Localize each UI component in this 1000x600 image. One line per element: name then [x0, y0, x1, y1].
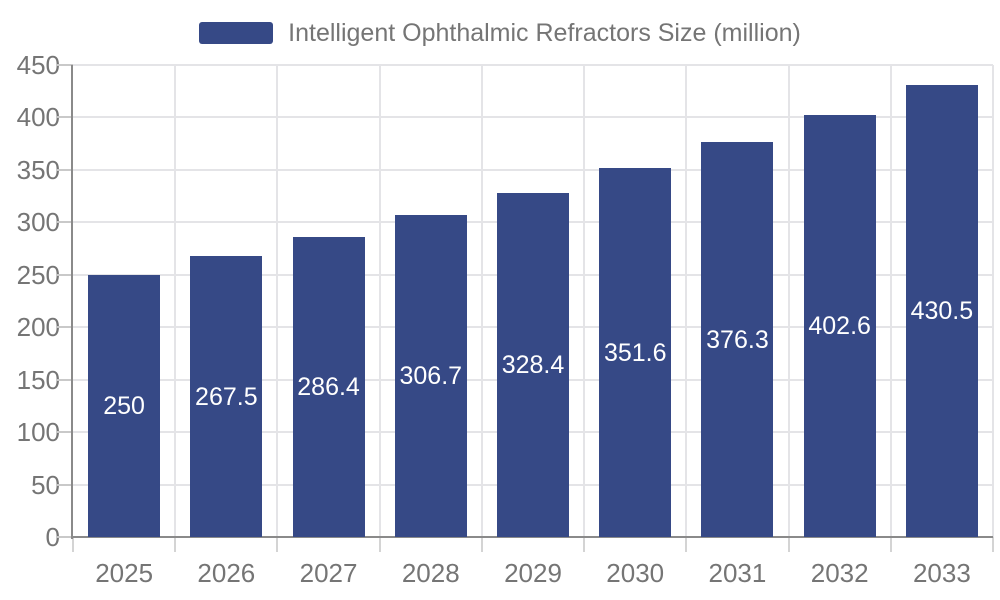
gridline-vertical — [685, 65, 688, 537]
x-axis-label: 2033 — [912, 558, 971, 588]
bar-2027[interactable] — [292, 236, 365, 537]
y-axis-tick — [57, 378, 73, 381]
bar-2030[interactable] — [599, 168, 672, 537]
gridline-vertical — [583, 65, 586, 537]
y-axis-label: 350 — [16, 154, 60, 185]
legend-swatch-icon — [199, 22, 274, 44]
gridline-vertical — [276, 65, 279, 537]
y-axis-label: 250 — [16, 259, 60, 290]
y-axis-tick — [57, 116, 73, 119]
x-axis-tick — [276, 537, 279, 552]
y-axis-tick — [57, 326, 73, 329]
bar-2033[interactable] — [905, 85, 978, 537]
gridline-vertical — [889, 65, 892, 537]
x-axis-tick — [378, 537, 381, 552]
y-axis-tick — [57, 221, 73, 224]
x-axis-label: 2031 — [708, 558, 767, 588]
gridline-vertical — [787, 65, 790, 537]
gridline-vertical — [480, 65, 483, 537]
y-axis-label: 100 — [16, 417, 60, 448]
y-axis-tick — [57, 483, 73, 486]
gridline-horizontal — [73, 116, 993, 119]
gridline-horizontal — [73, 168, 993, 171]
gridline-vertical — [378, 65, 381, 537]
x-axis-label: 2026 — [197, 558, 256, 588]
bar-2032[interactable] — [803, 114, 876, 537]
y-axis-tick — [57, 273, 73, 276]
y-axis-label: 450 — [16, 50, 60, 80]
gridline-vertical — [992, 65, 994, 537]
x-axis-label: 2028 — [401, 558, 460, 588]
y-axis-tick — [57, 431, 73, 434]
x-axis-tick — [889, 537, 892, 552]
bar-2025[interactable] — [88, 274, 161, 537]
y-axis-tick — [57, 64, 73, 66]
y-axis-label: 50 — [31, 469, 60, 500]
y-axis-tick — [57, 536, 73, 538]
y-axis-label: 200 — [16, 312, 60, 343]
gridline-vertical — [174, 65, 177, 537]
x-axis-label: 2029 — [504, 558, 562, 588]
x-axis-tick — [480, 537, 483, 552]
x-axis-tick — [174, 537, 177, 552]
y-axis-tick — [57, 168, 73, 171]
legend-label: Intelligent Ophthalmic Refractors Size (… — [288, 18, 801, 47]
x-axis-tick — [787, 537, 790, 552]
x-axis-label: 2030 — [606, 558, 665, 588]
chart-legend[interactable]: Intelligent Ophthalmic Refractors Size (… — [0, 17, 1000, 49]
x-axis-label: 2032 — [810, 558, 869, 588]
y-axis-label: 300 — [16, 207, 60, 238]
x-axis-label: 2027 — [299, 558, 358, 588]
y-axis-line — [71, 65, 73, 539]
bar-2031[interactable] — [701, 142, 774, 537]
x-axis-tick — [992, 537, 994, 552]
x-axis-line — [73, 536, 993, 538]
y-axis-label: 0 — [45, 522, 60, 552]
x-axis-tick — [583, 537, 586, 552]
bar-2029[interactable] — [497, 192, 569, 537]
y-axis-label: 400 — [16, 102, 60, 133]
y-axis-label: 150 — [16, 364, 60, 395]
x-axis-tick — [72, 537, 74, 552]
bar-2026[interactable] — [190, 256, 263, 537]
x-axis-tick — [685, 537, 688, 552]
gridline-horizontal — [73, 64, 993, 66]
x-axis-label: 2025 — [95, 558, 154, 588]
bar-2028[interactable] — [394, 215, 467, 537]
